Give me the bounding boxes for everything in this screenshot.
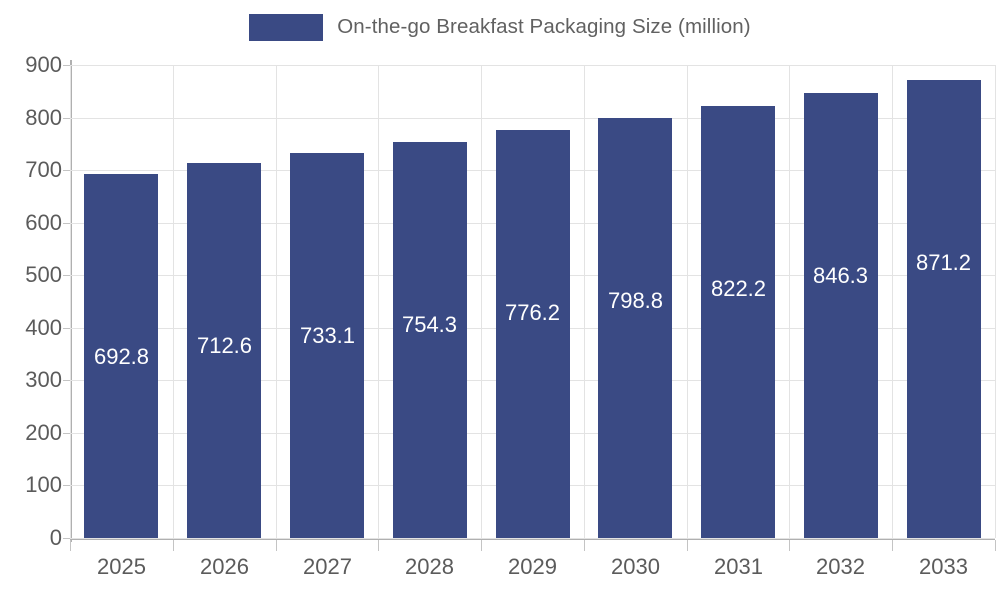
plot-area: 692.8 712.6 733.1 754.3 776.2 798.8 822.2 846.3… <box>70 65 996 539</box>
x-axis-tick-label: 2029 <box>508 554 557 579</box>
x-axis-tick-mark <box>481 540 482 551</box>
x-axis-spine <box>70 538 995 540</box>
y-axis-tick-mark <box>63 538 70 539</box>
x-axis-tick-label: 2030 <box>611 554 660 579</box>
x-axis-tick-label: 2028 <box>405 554 454 579</box>
x-axis-tick-label: 2031 <box>714 554 763 579</box>
bar[interactable] <box>187 163 261 538</box>
bar-value-label: 776.2 <box>504 300 561 325</box>
x-axis-tick-label: 2033 <box>919 554 968 579</box>
y-axis-tick-label: 500 <box>25 262 62 288</box>
bar-value-label: 733.1 <box>299 323 356 348</box>
y-axis-tick-label: 100 <box>25 472 62 498</box>
gridline-vertical <box>378 65 379 538</box>
y-axis-tick-label: 600 <box>25 209 62 235</box>
bar-value-label: 692.8 <box>93 344 150 369</box>
gridline-vertical <box>584 65 585 538</box>
bar[interactable] <box>701 106 775 538</box>
y-axis-tick-mark <box>63 170 70 172</box>
y-axis-tick-mark <box>63 327 70 329</box>
y-axis-tick-label: 0 <box>49 525 62 550</box>
chart-legend: On-the-go Breakfast Packaging Size (mill… <box>0 0 1000 54</box>
y-axis-tick-label: 900 <box>25 52 62 77</box>
legend-label: On-the-go Breakfast Packaging Size (mill… <box>337 15 751 38</box>
y-axis-tick-label: 800 <box>25 104 62 130</box>
bar-value-label: 871.2 <box>915 250 972 275</box>
gridline-horizontal <box>70 538 995 539</box>
y-axis-tick-mark <box>63 222 70 224</box>
bar[interactable] <box>907 80 981 538</box>
x-axis-tick-label: 2026 <box>200 554 249 579</box>
bar[interactable] <box>598 118 672 538</box>
x-axis-tick-mark <box>173 540 174 551</box>
y-axis-spine <box>70 60 72 542</box>
y-axis-tick-mark <box>63 380 70 382</box>
x-axis-tick-mark <box>378 540 379 551</box>
bar[interactable] <box>496 130 570 538</box>
bar[interactable] <box>393 142 467 538</box>
gridline-vertical <box>70 65 71 538</box>
y-axis-tick-mark <box>63 485 70 487</box>
y-axis-tick-label: 400 <box>25 314 62 340</box>
x-axis-tick-mark <box>892 540 893 551</box>
gridline-vertical <box>276 65 277 538</box>
bar-value-label: 754.3 <box>401 312 458 337</box>
bar-value-label: 846.3 <box>812 263 869 288</box>
x-axis-tick-mark <box>995 540 996 551</box>
gridline-horizontal <box>70 65 995 66</box>
bar[interactable] <box>290 153 364 538</box>
bar-value-label: 822.2 <box>710 276 767 301</box>
x-axis-tick-label: 2027 <box>303 554 352 579</box>
gridline-vertical <box>481 65 482 538</box>
x-axis-tick-label: 2032 <box>816 554 865 579</box>
x-axis-tick-mark <box>789 540 790 551</box>
x-axis-tick-label: 2025 <box>97 554 146 579</box>
x-axis-tick-mark <box>70 540 71 551</box>
y-axis-tick-mark <box>63 432 70 434</box>
x-axis-tick-mark <box>584 540 585 551</box>
gridline-vertical <box>687 65 688 538</box>
x-axis-tick-mark <box>276 540 277 551</box>
bar-value-label: 798.8 <box>607 288 664 313</box>
gridline-vertical <box>995 65 996 538</box>
y-axis-tick-mark <box>63 65 70 66</box>
y-axis-tick-label: 700 <box>25 157 62 183</box>
bar-value-label: 712.6 <box>196 333 253 358</box>
y-axis-tick-mark <box>63 275 70 277</box>
gridline-horizontal <box>70 117 995 119</box>
gridline-vertical <box>789 65 790 538</box>
bar[interactable] <box>84 174 158 538</box>
gridline-vertical <box>173 65 174 538</box>
legend-swatch-icon <box>249 13 324 41</box>
bar[interactable] <box>804 93 878 538</box>
y-axis-tick-mark <box>63 117 70 119</box>
x-axis-tick-mark <box>687 540 688 551</box>
y-axis-tick-label: 200 <box>25 419 62 445</box>
y-axis-tick-label: 300 <box>25 367 62 393</box>
gridline-vertical <box>892 65 893 538</box>
